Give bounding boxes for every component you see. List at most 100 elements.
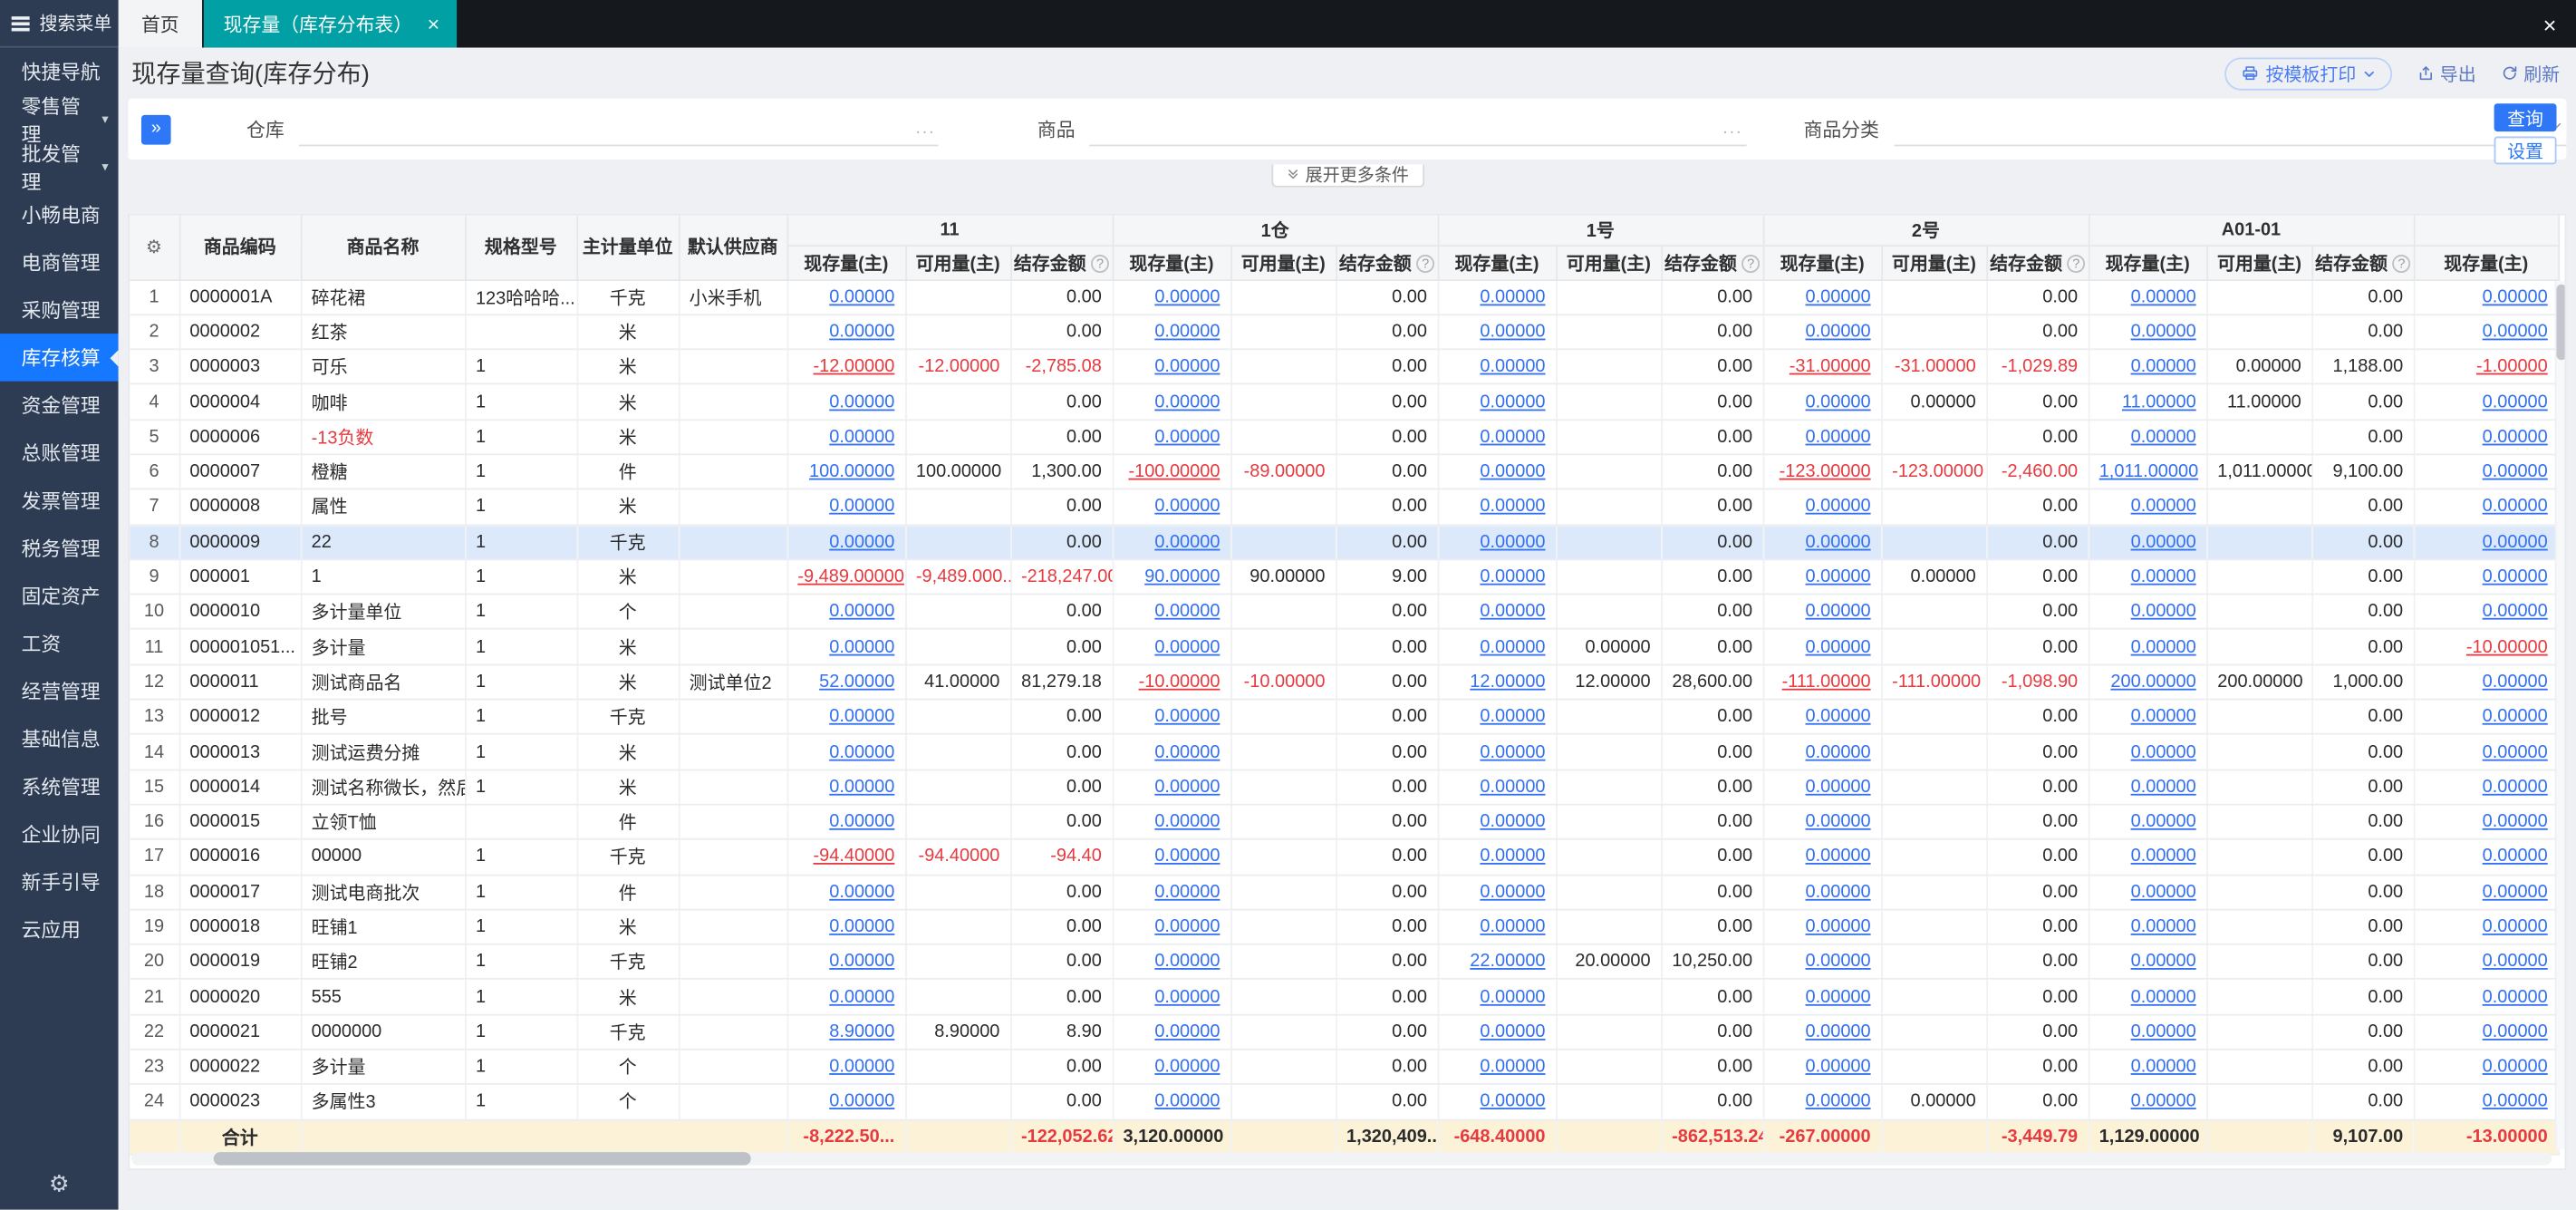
sidebar-item-经营管理[interactable]: 经营管理: [21, 680, 101, 704]
sidebar-item-基础信息[interactable]: 基础信息: [21, 728, 101, 751]
quantity-link[interactable]: 0.00000: [1805, 1057, 1871, 1078]
quantity-link[interactable]: -1.00000: [2475, 356, 2548, 377]
table-row[interactable]: 17 0000016 00000 1 千克 -94.40000 -94.40000 -94.4…: [130, 839, 2560, 876]
quantity-link[interactable]: 0.00000: [2130, 322, 2196, 343]
table-row[interactable]: 5 0000006 -13负数 1 米 0.00000 0.00 0.00000 0.00 0.0…: [130, 419, 2560, 456]
quantity-link[interactable]: 0.00000: [1154, 741, 1220, 762]
quantity-link[interactable]: 0.00000: [2130, 777, 2196, 798]
warehouse-input[interactable]: ...: [299, 111, 940, 147]
tab-inventory-distribution[interactable]: 现存量（库存分布表） ×: [203, 0, 457, 48]
quantity-link[interactable]: 0.00000: [2482, 427, 2548, 447]
quantity-link[interactable]: -94.40000: [813, 847, 895, 867]
quantity-link[interactable]: 0.00000: [2482, 916, 2548, 937]
quantity-link[interactable]: 0.00000: [1154, 707, 1220, 727]
quantity-link[interactable]: 0.00000: [829, 987, 895, 1007]
quantity-link[interactable]: 0.00000: [2482, 741, 2548, 762]
quantity-link[interactable]: 0.00000: [1805, 952, 1871, 973]
quantity-link[interactable]: -111.00000: [1781, 672, 1871, 692]
column-header[interactable]: 现存量(主): [2413, 245, 2560, 281]
quantity-link[interactable]: 0.00000: [2130, 707, 2196, 727]
quantity-link[interactable]: 0.00000: [1480, 497, 1546, 518]
column-header[interactable]: 现存量(主): [2088, 245, 2208, 281]
scrollbar-thumb[interactable]: [213, 1152, 751, 1166]
search-button[interactable]: 查询: [2494, 103, 2557, 132]
table-row[interactable]: 12 0000011 测试商品名 1 米测试单位2 52.00000 41.00000 81,…: [130, 664, 2560, 701]
quantity-link[interactable]: 0.00000: [2130, 427, 2196, 447]
quantity-link[interactable]: -12.00000: [813, 356, 895, 377]
column-header[interactable]: 现存量(主): [1112, 245, 1232, 281]
quantity-link[interactable]: 0.00000: [1805, 392, 1871, 412]
quantity-link[interactable]: 0.00000: [2130, 811, 2196, 832]
quantity-link[interactable]: 0.00000: [2130, 1091, 2196, 1112]
quantity-link[interactable]: 0.00000: [829, 427, 895, 447]
quantity-link[interactable]: 0.00000: [2130, 602, 2196, 622]
quantity-link[interactable]: 0.00000: [1480, 322, 1546, 343]
table-row[interactable]: 20 0000019 旺铺2 1 千克 0.00000 0.00 0.00000 0.00 22.…: [130, 944, 2560, 981]
collapse-filter-button[interactable]: »: [140, 114, 171, 144]
quantity-link[interactable]: 0.00000: [2482, 1091, 2548, 1112]
sidebar-settings-button[interactable]: ⚙: [0, 1157, 119, 1210]
quantity-link[interactable]: 0.00000: [829, 1091, 895, 1112]
print-template-button[interactable]: 按模板打印: [2224, 56, 2393, 90]
quantity-link[interactable]: 0.00000: [829, 882, 895, 902]
quantity-link[interactable]: 0.00000: [829, 707, 895, 727]
quantity-link[interactable]: 0.00000: [2482, 1021, 2548, 1042]
table-row[interactable]: 18 0000017 测试电商批次 1 件 0.00000 0.00 0.00000 0.00 0…: [130, 874, 2560, 911]
quantity-link[interactable]: 0.00000: [1805, 777, 1871, 798]
sidebar-search-menu[interactable]: 搜索菜单: [0, 0, 119, 48]
quantity-link[interactable]: 0.00000: [829, 777, 895, 798]
table-row[interactable]: 13 0000012 批号 1 千克 0.00000 0.00 0.00000 0.00 0.00…: [130, 699, 2560, 736]
table-row[interactable]: 3 0000003 可乐 1 米 -12.00000 -12.00000 -2,785.08 0…: [130, 349, 2560, 386]
quantity-link[interactable]: 0.00000: [1805, 566, 1871, 587]
quantity-link[interactable]: 0.00000: [1154, 392, 1220, 412]
quantity-link[interactable]: 0.00000: [2482, 987, 2548, 1007]
quantity-link[interactable]: 0.00000: [1805, 847, 1871, 867]
quantity-link[interactable]: 0.00000: [1480, 777, 1546, 798]
column-header[interactable]: 可用量(主): [905, 245, 1012, 281]
quantity-link[interactable]: 0.00000: [1805, 1021, 1871, 1042]
quantity-link[interactable]: 200.00000: [2110, 672, 2196, 692]
column-header[interactable]: 结存金额?: [1010, 245, 1114, 281]
table-row[interactable]: 24 0000023 多属性3 1 个 0.00000 0.00 0.00000 0.00 0.0…: [130, 1084, 2560, 1121]
column-header[interactable]: 现存量(主): [1437, 245, 1558, 281]
quantity-link[interactable]: 0.00000: [1805, 987, 1871, 1007]
quantity-link[interactable]: 0.00000: [829, 392, 895, 412]
quantity-link[interactable]: 0.00000: [1805, 636, 1871, 657]
quantity-link[interactable]: 0.00000: [1480, 987, 1546, 1007]
table-row[interactable]: 9 000001 1 1 米 -9,489.00000 -9,489.000... -218,…: [130, 559, 2560, 595]
product-input[interactable]: ...: [1089, 111, 1746, 147]
quantity-link[interactable]: 0.00000: [1480, 566, 1546, 587]
quantity-link[interactable]: 0.00000: [1480, 531, 1546, 552]
table-row[interactable]: 11 000001051... 多计量 1 米 0.00000 0.00 0.00000 0.0…: [130, 629, 2560, 665]
column-settings-button[interactable]: ⚙: [130, 215, 180, 281]
table-row[interactable]: 150000014测试名称微长，然后数...1米0.000000.000.000…: [130, 769, 2560, 806]
quantity-link[interactable]: 0.00000: [1480, 461, 1546, 482]
quantity-link[interactable]: 0.00000: [829, 322, 895, 343]
quantity-link[interactable]: 0.00000: [2130, 531, 2196, 552]
horizontal-scrollbar[interactable]: [131, 1152, 2552, 1166]
sidebar-item-资金管理[interactable]: 资金管理: [21, 394, 101, 418]
table-row[interactable]: 6 0000007 橙糖 1 件 100.00000 100.00000 1,300.00 -1…: [130, 454, 2560, 490]
quantity-link[interactable]: 0.00000: [2482, 322, 2548, 343]
table-row[interactable]: 23 0000022 多计量 1 个 0.00000 0.00 0.00000 0.00 0.00…: [130, 1049, 2560, 1086]
quantity-link[interactable]: 0.00000: [829, 1057, 895, 1078]
quantity-link[interactable]: 0.00000: [1805, 427, 1871, 447]
refresh-button[interactable]: 刷新: [2501, 60, 2560, 86]
quantity-link[interactable]: 0.00000: [1805, 811, 1871, 832]
quantity-link[interactable]: 0.00000: [1805, 1091, 1871, 1112]
quantity-link[interactable]: 0.00000: [829, 916, 895, 937]
table-row[interactable]: 1 0000001A 碎花裙 123哈哈哈... 千克 小米手机 0.00000 0.00 0.…: [130, 279, 2560, 315]
table-row[interactable]: 4 0000004 咖啡 1 米 0.00000 0.00 0.00000 0.00 0.0000…: [130, 384, 2560, 421]
quantity-link[interactable]: 0.00000: [1154, 636, 1220, 657]
column-header[interactable]: 主计量单位: [576, 215, 680, 281]
quantity-link[interactable]: 0.00000: [1480, 286, 1546, 307]
quantity-link[interactable]: 0.00000: [2130, 497, 2196, 518]
quantity-link[interactable]: 0.00000: [2130, 1021, 2196, 1042]
quantity-link[interactable]: 0.00000: [2482, 672, 2548, 692]
table-row[interactable]: 21 0000020 555 1 米 0.00000 0.00 0.00000 0.00 0.00…: [130, 979, 2560, 1016]
sidebar-item-税务管理[interactable]: 税务管理: [21, 537, 101, 561]
table-row[interactable]: 7 0000008 属性 1 米 0.00000 0.00 0.00000 0.00 0.0000…: [130, 489, 2560, 526]
quantity-link[interactable]: 0.00000: [1154, 847, 1220, 867]
column-header[interactable]: 结存金额?: [1661, 245, 1764, 281]
sidebar-item-库存核算[interactable]: 库存核算: [0, 334, 119, 382]
